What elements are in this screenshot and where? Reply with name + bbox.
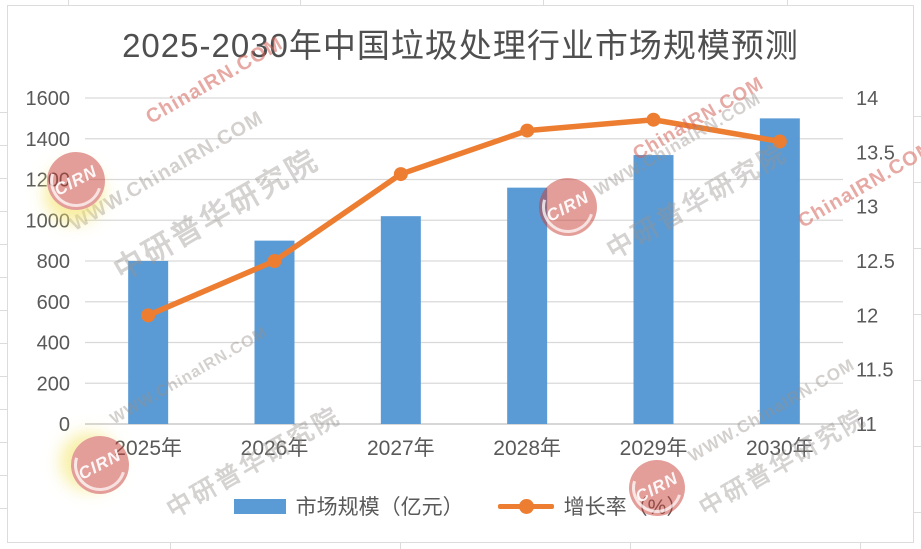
x-axis-tick: 2025年 — [114, 437, 182, 460]
legend: 市场规模（亿元） 增长率（%） — [0, 490, 921, 522]
spreadsheet-gridline — [0, 442, 7, 443]
y-axis-right-tick: 14 — [856, 88, 878, 110]
spreadsheet-gridline — [0, 376, 7, 377]
line-series-swatch-icon — [497, 498, 554, 514]
spreadsheet-gridline — [170, 543, 171, 549]
spreadsheet-gridline — [913, 248, 921, 249]
bar-2025年[interactable] — [128, 261, 169, 424]
y-axis-right-tick: 12 — [856, 305, 878, 327]
spreadsheet-gridline — [913, 512, 921, 513]
spreadsheet-gridline — [913, 182, 921, 183]
y-axis-right-tick: 13.5 — [856, 142, 895, 164]
x-axis-tick: 2026年 — [241, 437, 309, 460]
spreadsheet-gridline — [0, 343, 7, 344]
y-axis-left-tick: 1400 — [26, 129, 71, 151]
legend-item-growth-rate[interactable]: 增长率（%） — [497, 491, 688, 521]
y-axis-left-tick: 200 — [37, 373, 70, 395]
spreadsheet-gridline — [400, 543, 401, 549]
line-marker-2025年[interactable] — [141, 308, 156, 323]
spreadsheet-gridline — [0, 310, 7, 311]
spreadsheet-gridline — [787, 0, 788, 5]
spreadsheet-gridline — [300, 0, 301, 5]
y-axis-left-tick: 1000 — [26, 210, 71, 232]
y-axis-left-tick: 1600 — [26, 88, 71, 110]
bar-2028年[interactable] — [507, 187, 548, 424]
x-axis-tick: 2028年 — [493, 437, 561, 460]
line-marker-2029年[interactable] — [646, 112, 661, 127]
chart-title: 2025-2030年中国垃圾处理行业市场规模预测 — [122, 27, 799, 64]
spreadsheet-gridline — [0, 508, 7, 509]
spreadsheet-gridline — [913, 380, 921, 381]
y-axis-right-tick: 11.5 — [856, 360, 893, 382]
line-marker-2028年[interactable] — [520, 123, 535, 138]
bar-2030年[interactable] — [759, 118, 800, 424]
growth-line[interactable] — [145, 116, 783, 319]
line-marker-2027年[interactable] — [393, 167, 408, 182]
spreadsheet-gridline — [0, 277, 7, 278]
spreadsheet-gridline — [0, 409, 7, 410]
x-axis-tick: 2029年 — [620, 437, 688, 460]
line-marker-2026年[interactable] — [267, 254, 282, 268]
y-axis-left-tick: 800 — [37, 251, 70, 273]
y-axis-left-tick: 1200 — [26, 170, 71, 192]
y-axis-right-tick: 12.5 — [856, 251, 895, 273]
spreadsheet-gridline — [913, 446, 921, 447]
spreadsheet-gridline — [0, 178, 7, 179]
spreadsheet-gridline — [68, 0, 69, 5]
bar-series-swatch-icon — [233, 498, 286, 514]
spreadsheet-gridline — [0, 475, 7, 476]
x-axis-tick: 2030年 — [746, 437, 814, 460]
spreadsheet-gridline — [0, 244, 7, 245]
legend-label-market-size: 市场规模（亿元） — [295, 496, 464, 519]
spreadsheet-gridline — [913, 116, 921, 117]
spreadsheet-gridline — [0, 112, 7, 113]
bar-2029年[interactable] — [633, 155, 674, 425]
x-axis-tick: 2027年 — [367, 437, 435, 460]
spreadsheet-gridline — [0, 145, 7, 146]
spreadsheet-gridline — [913, 314, 921, 315]
y-axis-left-tick: 600 — [37, 292, 70, 314]
y-axis-right-tick: 11 — [856, 414, 877, 436]
y-axis-right-tick: 13 — [856, 197, 878, 219]
bar-2026年[interactable] — [254, 240, 295, 424]
spreadsheet-gridline — [543, 0, 544, 5]
spreadsheet-gridline — [630, 543, 631, 549]
spreadsheet-gridline — [860, 543, 861, 549]
legend-item-market-size[interactable]: 市场规模（亿元） — [233, 491, 464, 521]
spreadsheet-gridline — [0, 211, 7, 212]
bar-2027年[interactable] — [380, 216, 421, 424]
legend-label-growth-rate: 增长率（%） — [563, 496, 688, 519]
y-axis-left-tick: 400 — [37, 333, 70, 355]
line-marker-2030年[interactable] — [772, 134, 787, 149]
y-axis-left-tick: 0 — [59, 414, 70, 436]
